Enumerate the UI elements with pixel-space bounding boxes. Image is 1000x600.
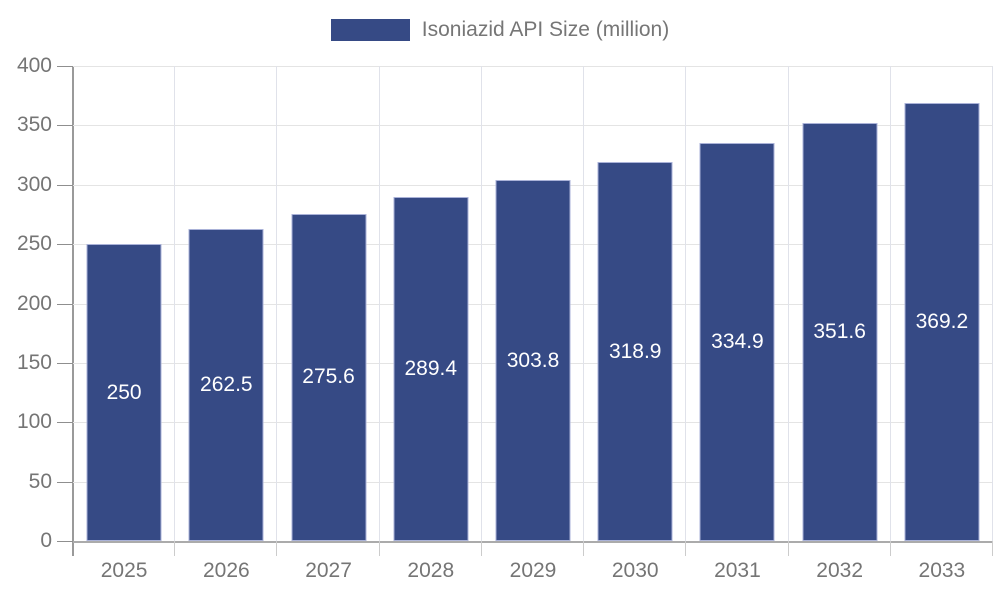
x-tick-mark [276,541,278,556]
bar-2032[interactable]: 351.6 [802,123,878,541]
x-tick-mark [174,541,176,556]
y-tick-label: 200 [16,291,52,315]
y-tick-label: 100 [16,410,52,434]
x-tick-label-2030: 2030 [611,559,659,582]
v-gridline [174,66,176,541]
bar-2026[interactable]: 262.5 [188,229,264,541]
h-gridline [73,125,993,127]
v-gridline [685,66,687,541]
x-tick-label-2027: 2027 [305,559,352,582]
x-tick-label-2031: 2031 [714,559,761,582]
y-tick-mark [57,422,73,424]
y-tick-label: 250 [16,232,52,256]
x-tick-label-2029: 2029 [509,559,557,582]
y-tick-label: 50 [28,469,52,493]
bar-value-label: 369.2 [915,309,969,333]
y-tick-mark [57,481,73,483]
bar-value-label: 318.9 [608,339,662,363]
bar-2029[interactable]: 303.8 [495,180,571,541]
v-gridline [583,66,585,541]
y-tick-label: 350 [16,113,52,137]
y-tick-label: 400 [16,54,52,77]
y-tick-mark [57,244,73,246]
bar-2030[interactable]: 318.9 [597,162,673,541]
x-axis-line [73,541,993,543]
y-tick-mark [57,184,73,186]
y-tick-label: 0 [40,529,52,552]
legend-item[interactable]: Isoniazid API Size (million) [0,18,1000,42]
bar-2028[interactable]: 289.4 [393,197,469,541]
bar-value-label: 303.8 [506,348,560,372]
x-tick-mark [787,541,789,556]
y-tick-mark [57,541,73,542]
v-gridline [889,66,891,541]
y-tick-mark [57,303,73,305]
x-tick-label-2028: 2028 [407,559,455,582]
y-tick-label: 300 [16,172,52,196]
x-axis: 2025 2026 2027 2028 2029 2030 2031 2032 2033 [73,541,993,600]
h-gridline [73,66,993,67]
bar-value-label: 289.4 [404,357,458,381]
x-tick-mark [889,541,891,556]
bar-value-label: 250 [106,380,142,404]
bar-2027[interactable]: 275.6 [291,213,367,541]
x-tick-mark [992,541,993,556]
v-gridline [992,66,993,541]
bar-2033[interactable]: 369.2 [904,102,980,541]
bar-value-label: 351.6 [813,320,866,344]
y-tick-mark [57,66,73,67]
x-tick-mark [583,541,585,556]
y-tick-label: 150 [16,350,52,374]
bar-value-label: 262.5 [200,373,253,397]
bar-2031[interactable]: 334.9 [699,143,775,541]
v-gridline [787,66,789,541]
legend-swatch [330,19,410,41]
x-tick-mark [685,541,687,556]
y-axis: 0 50 100 150 200 250 300 350 400 [0,55,73,551]
x-tick-mark [480,541,482,556]
legend-label: Isoniazid API Size (million) [421,18,670,41]
v-gridline [480,66,482,541]
bar-value-label: 275.6 [302,365,355,389]
v-gridline [276,66,278,541]
bar-2025[interactable]: 250 [86,244,162,541]
x-tick-label-2032: 2032 [816,559,864,582]
x-tick-label-2033: 2033 [918,559,966,582]
y-tick-mark [57,125,73,127]
x-tick-label-2026: 2026 [202,559,250,582]
v-gridline [378,66,380,541]
y-tick-mark [57,362,73,364]
x-tick-mark [378,541,380,556]
bar-value-label: 334.9 [711,330,764,354]
x-tick-label-2025: 2025 [100,559,148,582]
plot-area: 250 262.5 275.6 289.4 303.8 318.9 334.9 351.6 36… [73,66,993,543]
y-axis-line [72,66,74,556]
